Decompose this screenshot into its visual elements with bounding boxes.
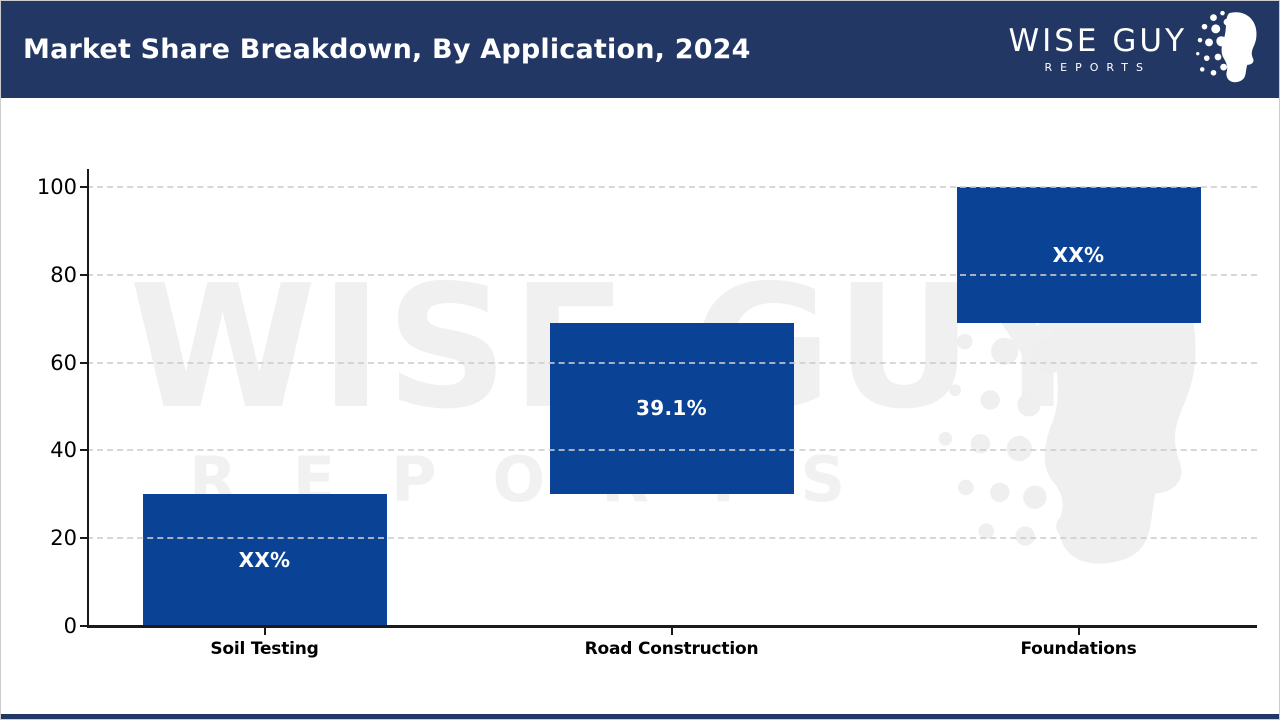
- brand-logo: WISE GUY REPORTS: [1008, 8, 1263, 92]
- gridline: [87, 361, 1257, 364]
- y-axis-tick-label: 40: [50, 438, 77, 463]
- gridline: [87, 449, 1257, 452]
- footer-bar: [1, 714, 1279, 719]
- bar-value-label: XX%: [1052, 242, 1105, 267]
- gridline: [87, 537, 1257, 540]
- head-profile-icon: [1191, 8, 1263, 92]
- bar-soil-testing: XX%: [142, 494, 387, 626]
- y-axis-tick-label: 0: [63, 614, 77, 638]
- y-axis-tick-label: 100: [36, 175, 77, 199]
- bar-value-label: XX%: [238, 548, 291, 573]
- bar-road-construction: 39.1%: [549, 322, 794, 495]
- x-axis-tick: [1077, 628, 1080, 635]
- y-axis-tick: [80, 273, 87, 276]
- y-axis-spine: [87, 169, 89, 627]
- y-axis-tick: [80, 625, 87, 627]
- page-title: Market Share Breakdown, By Application, …: [23, 34, 751, 65]
- gridline: [87, 186, 1257, 188]
- y-axis-tick: [80, 361, 87, 364]
- gridline: [87, 273, 1257, 276]
- bar-value-label: 39.1%: [636, 396, 707, 421]
- x-axis-category-label: Soil Testing: [210, 639, 319, 659]
- brand-name: WISE GUY: [1008, 22, 1187, 59]
- y-axis-tick: [80, 186, 87, 188]
- y-axis-tick-label: 60: [50, 350, 77, 375]
- bar-foundations: XX%: [956, 187, 1201, 323]
- brand-subtitle: REPORTS: [1044, 60, 1151, 74]
- x-axis-category-label: Road Construction: [584, 639, 759, 659]
- y-axis-tick-label: 80: [50, 262, 77, 287]
- y-axis-tick: [80, 537, 87, 540]
- x-axis-category-label: Foundations: [1020, 639, 1137, 659]
- x-axis-tick: [263, 628, 266, 635]
- x-axis-tick: [670, 628, 673, 635]
- y-axis-tick: [80, 449, 87, 452]
- y-axis-tick-label: 20: [50, 526, 77, 551]
- brand-logo-text: WISE GUY REPORTS: [1008, 22, 1187, 74]
- header-bar: Market Share Breakdown, By Application, …: [1, 1, 1279, 98]
- x-axis-line: [87, 625, 1257, 628]
